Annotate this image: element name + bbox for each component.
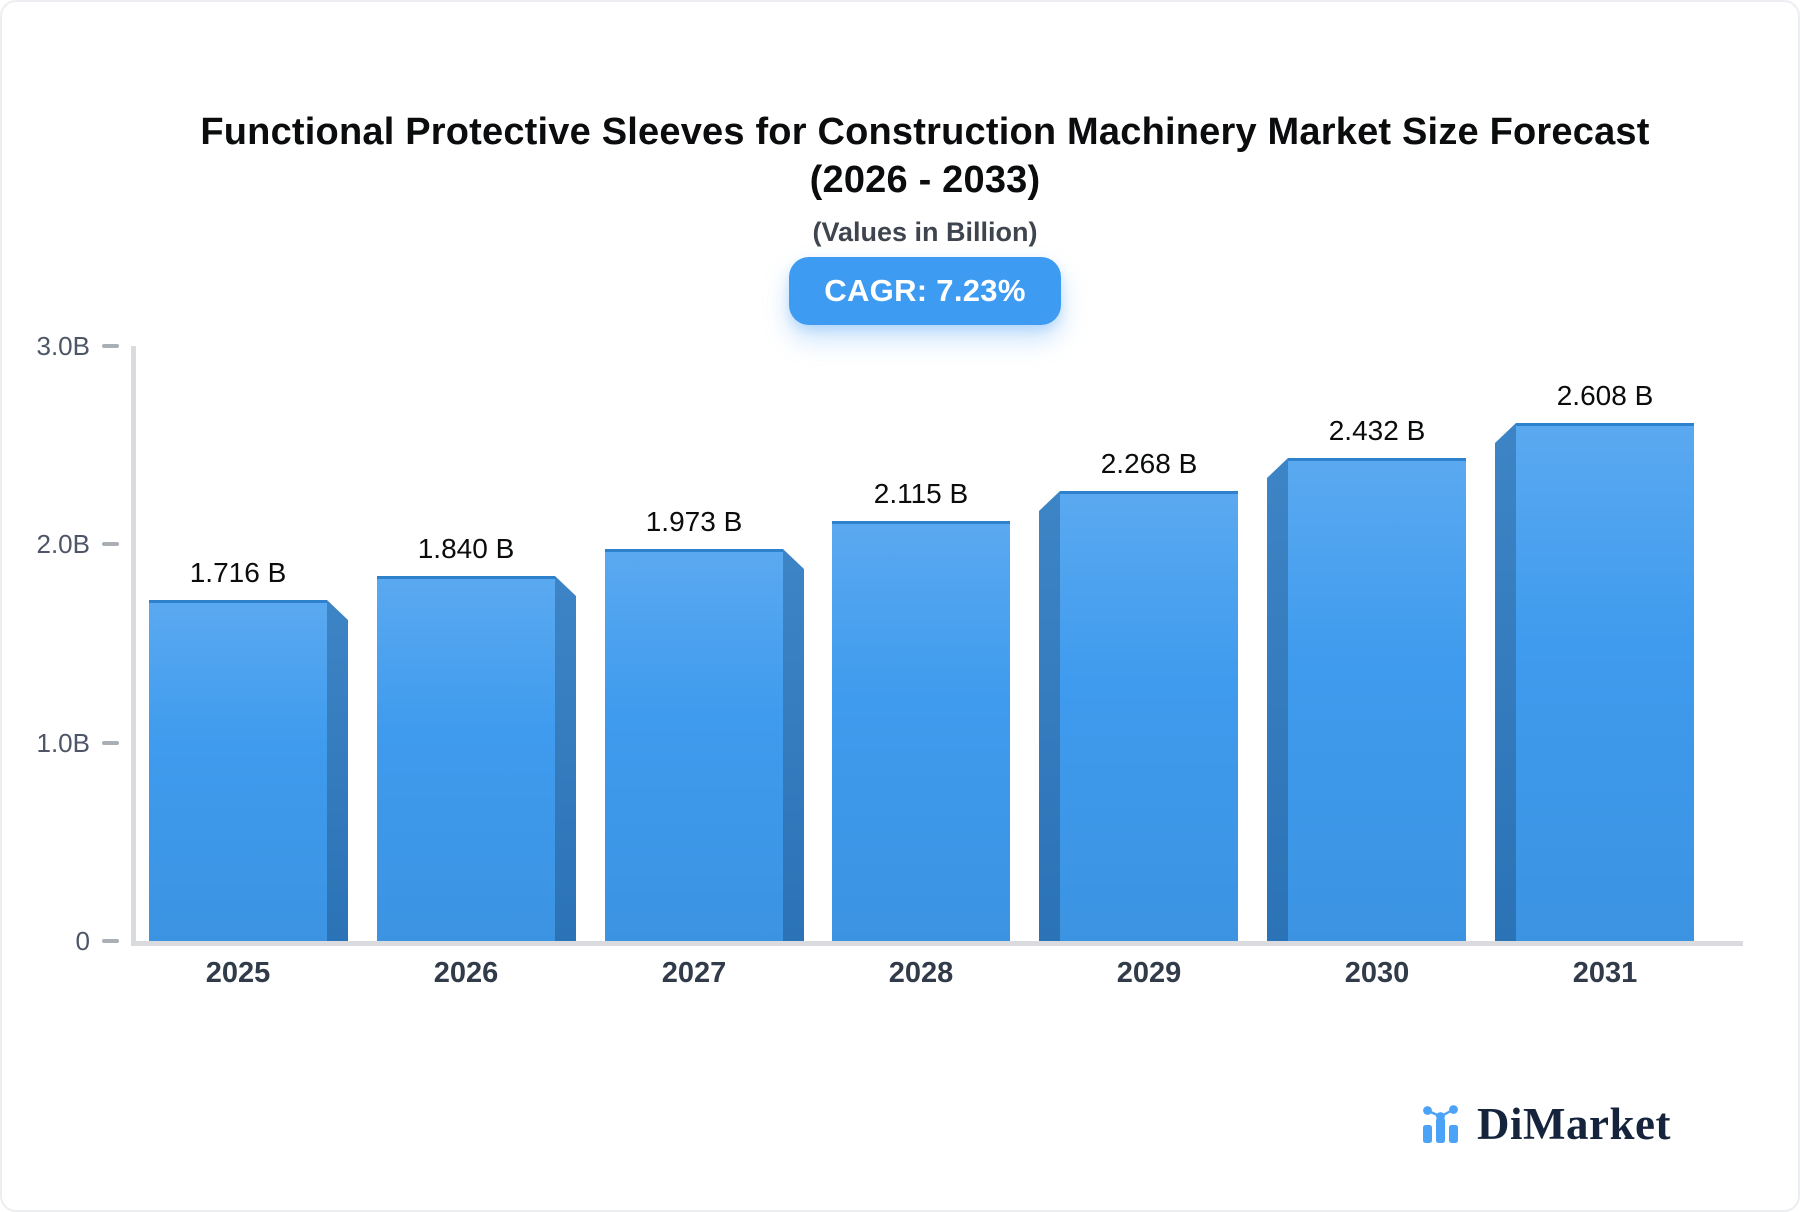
bar-value-label: 2.608 B — [1556, 380, 1654, 411]
brand-name: DiMarket — [1477, 1099, 1671, 1149]
x-axis-label: 2030 — [1344, 957, 1410, 989]
chart-header: Functional Protective Sleeves for Constr… — [0, 108, 1800, 325]
bar-value-label: 1.716 B — [189, 557, 287, 588]
x-axis-label: 2028 — [888, 957, 954, 989]
chart-title-line1: Functional Protective Sleeves for Constr… — [200, 111, 1650, 153]
brand-footer: DiMarket — [1419, 1101, 1671, 1147]
bar-side-face — [555, 576, 576, 941]
y-tick-mark — [102, 542, 119, 546]
bar-side-face — [1039, 491, 1060, 941]
x-axis-line — [131, 941, 1743, 946]
x-axis-label: 2026 — [433, 957, 499, 989]
bar-2030 — [1267, 458, 1466, 941]
y-tick-label: 2.0B — [36, 529, 91, 559]
y-axis-line — [131, 346, 136, 946]
bar-2025 — [149, 600, 348, 941]
x-axis-label: 2029 — [1116, 957, 1182, 989]
bar-value-label: 1.840 B — [417, 533, 515, 564]
bar-2027 — [605, 549, 804, 941]
bar-2028 — [832, 521, 1010, 941]
x-axis-label: 2027 — [661, 957, 727, 989]
y-tick-label: 1.0B — [36, 727, 91, 758]
x-axis-label: 2025 — [205, 957, 271, 989]
bar-value-label: 2.115 B — [873, 478, 969, 509]
chart-title-line2: (2026 - 2033) — [809, 159, 1041, 201]
y-tick-mark — [102, 939, 119, 943]
bar-side-face — [783, 549, 804, 941]
bar-value-label: 2.432 B — [1328, 415, 1426, 446]
bar-2026 — [377, 576, 576, 941]
bar-value-label: 1.973 B — [645, 506, 743, 537]
y-tick-mark — [102, 343, 119, 348]
chart-subtitle: (Values in Billion) — [812, 217, 1038, 247]
bar-side-face — [1267, 458, 1288, 941]
y-tick-label: 3.0B — [36, 330, 91, 361]
bar-2029 — [1039, 491, 1238, 941]
cagr-badge: CAGR: 7.23% — [789, 257, 1061, 325]
bar-2031 — [1495, 423, 1694, 941]
bar-side-face — [1495, 423, 1516, 941]
y-tick-label: 0 — [75, 926, 90, 956]
y-tick-mark — [102, 740, 119, 745]
bar-value-label: 2.268 B — [1100, 448, 1198, 479]
dimarket-logo-icon — [1423, 1105, 1458, 1143]
chart-title: Functional Protective Sleeves for Constr… — [50, 108, 1800, 204]
x-axis-label: 2031 — [1572, 957, 1638, 989]
bar-side-face — [327, 600, 348, 941]
